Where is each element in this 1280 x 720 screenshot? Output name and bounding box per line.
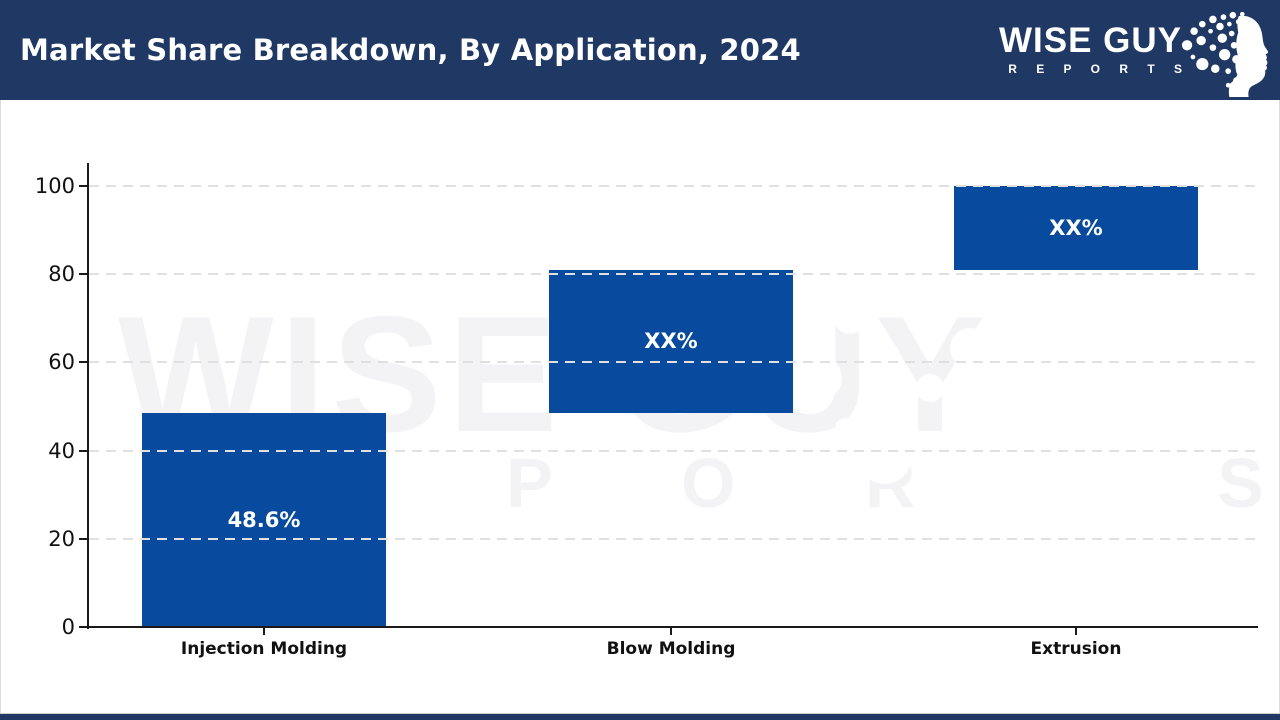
bar-extrusion: XX%: [954, 186, 1198, 270]
wiseguy-wordmark: WISE GUY: [998, 21, 1182, 60]
page-title: Market Share Breakdown, By Application, …: [20, 33, 801, 67]
y-tick-label-60: 60: [48, 350, 75, 375]
y-tick-label-100: 100: [34, 174, 75, 198]
x-tick: [263, 628, 265, 635]
x-axis: [87, 626, 1258, 628]
gridline-40: [89, 449, 1258, 452]
y-tick-label-0: 0: [61, 615, 75, 639]
x-tick: [1075, 628, 1077, 635]
gridline-20: [89, 537, 1258, 540]
left-edge-line: [0, 100, 1, 714]
x-tick: [670, 628, 672, 635]
bar-blow-molding: XX%: [549, 269, 793, 413]
y-tick: [79, 185, 87, 187]
y-tick-label-80: 80: [48, 262, 75, 287]
header-bar: Market Share Breakdown, By Application, …: [0, 0, 1280, 100]
bar-value-label: XX%: [1049, 215, 1103, 240]
y-tick: [79, 537, 87, 540]
bar-injection-molding: 48.6%: [142, 412, 386, 627]
y-tick: [79, 626, 87, 628]
category-label-0: Injection Molding: [180, 639, 348, 659]
y-tick-label-40: 40: [48, 438, 75, 463]
y-tick-label-20: 20: [48, 526, 75, 551]
wiseguy-face-logo-icon: [1181, 11, 1269, 97]
gridline-100: [89, 185, 1258, 187]
wiseguy-logo-text: WISE GUY R E P O R T S: [999, 22, 1182, 78]
bar-value-label: XX%: [644, 329, 698, 354]
y-tick: [79, 449, 87, 452]
y-axis: [87, 163, 89, 629]
wiseguy-logo: WISE GUY R E P O R T S: [999, 6, 1270, 97]
footer-bar: [0, 713, 1280, 720]
gridline-60: [89, 361, 1258, 364]
y-tick: [79, 361, 87, 364]
gridline-80: [89, 273, 1258, 276]
category-label-1: Blow Molding: [606, 639, 736, 659]
chart-area: WISE GUY R E P O R T S 48.6%Injection Mo…: [0, 100, 1280, 714]
bar-value-label: 48.6%: [227, 507, 301, 532]
y-tick: [79, 273, 87, 276]
category-label-2: Extrusion: [1030, 639, 1122, 659]
wiseguy-reports-label: R E P O R T S: [1008, 62, 1190, 76]
wiseguy-face-watermark-icon: [798, 236, 1165, 598]
